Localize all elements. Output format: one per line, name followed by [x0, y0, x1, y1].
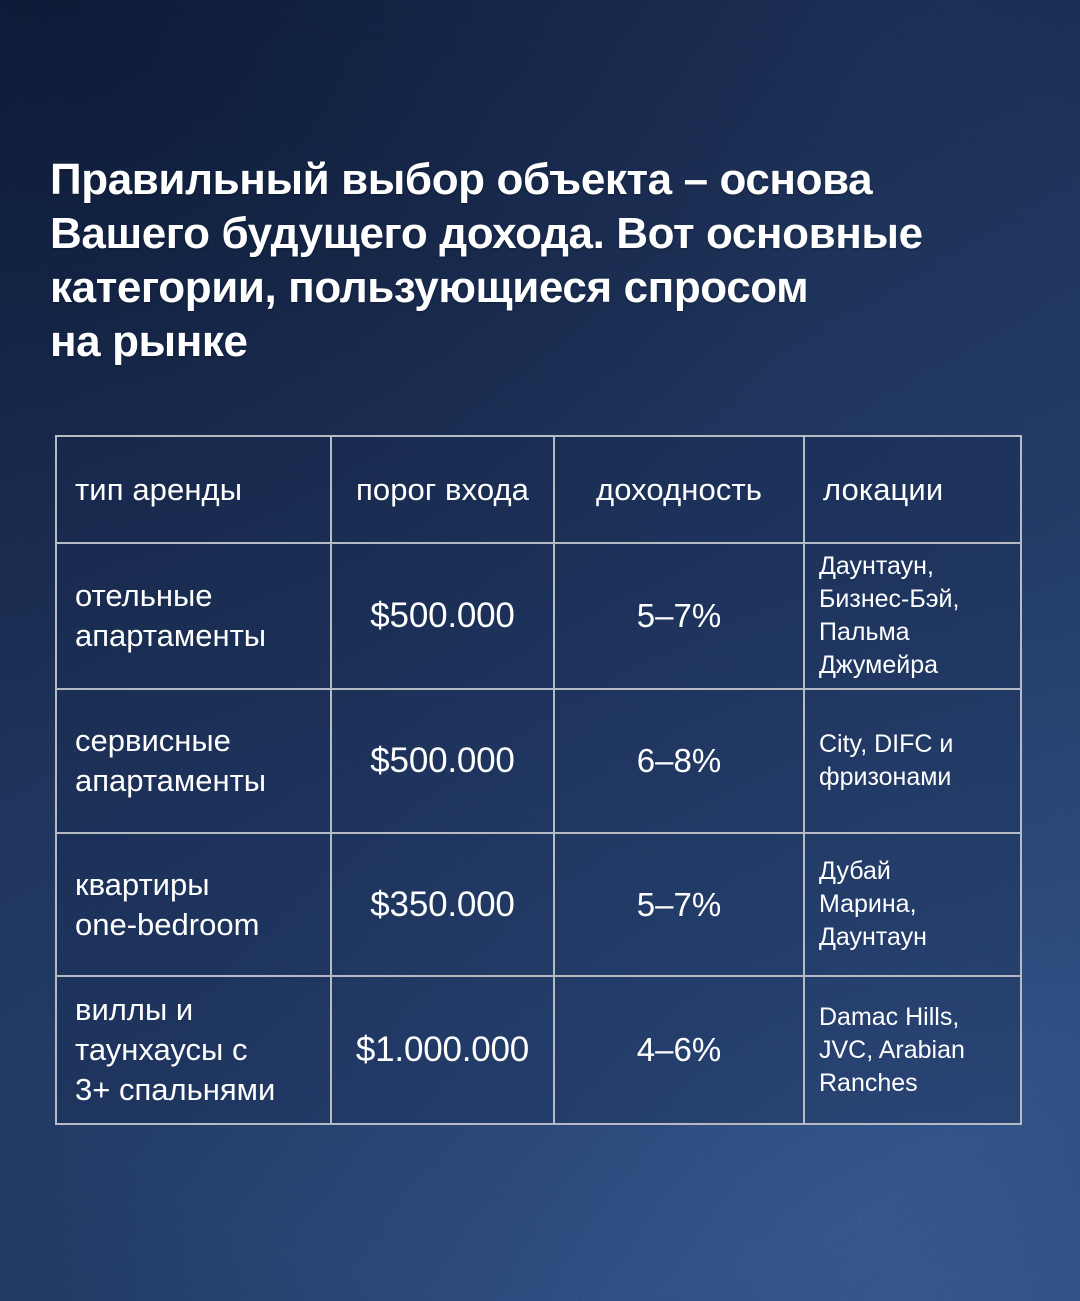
table-body: отельные апартаменты $500.000 5–7% Даунт… [55, 542, 1022, 1125]
table-header-row: тип аренды порог входа доходность локаци… [55, 435, 1022, 544]
cell-yield: 6–8% [553, 688, 805, 834]
cell-locations: Damac Hills, JVC, Arabian Ranches [803, 975, 1022, 1125]
page-title: Правильный выбор объекта – основа Вашего… [50, 155, 923, 367]
cell-locations: Дубай Марина, Даунтаун [803, 832, 1022, 977]
cell-locations: City, DIFC и фризонами [803, 688, 1022, 834]
column-header-yield: доходность [553, 435, 805, 544]
table-header: тип аренды порог входа доходность локаци… [55, 435, 1022, 544]
table-row: виллы и таунхаусы с 3+ спальнями $1.000.… [55, 975, 1022, 1125]
cell-locations: Даунтаун, Бизнес-Бэй, Пальма Джумейра [803, 542, 1022, 690]
table-row: квартиры one-bedroom $350.000 5–7% Дубай… [55, 832, 1022, 977]
cell-entry-threshold: $1.000.000 [330, 975, 555, 1125]
cell-rental-type: отельные апартаменты [55, 542, 332, 690]
column-header-locations: локации [803, 435, 1022, 544]
cell-entry-threshold: $500.000 [330, 542, 555, 690]
cell-yield: 5–7% [553, 542, 805, 690]
column-header-entry-threshold: порог входа [330, 435, 555, 544]
cell-rental-type: сервисные апартаменты [55, 688, 332, 834]
cell-entry-threshold: $350.000 [330, 832, 555, 977]
rental-types-table: тип аренды порог входа доходность локаци… [55, 435, 1022, 1125]
cell-entry-threshold: $500.000 [330, 688, 555, 834]
cell-yield: 4–6% [553, 975, 805, 1125]
column-header-rental-type: тип аренды [55, 435, 332, 544]
cell-rental-type: виллы и таунхаусы с 3+ спальнями [55, 975, 332, 1125]
table-row: отельные апартаменты $500.000 5–7% Даунт… [55, 542, 1022, 690]
cell-rental-type: квартиры one-bedroom [55, 832, 332, 977]
cell-yield: 5–7% [553, 832, 805, 977]
table-row: сервисные апартаменты $500.000 6–8% City… [55, 688, 1022, 834]
